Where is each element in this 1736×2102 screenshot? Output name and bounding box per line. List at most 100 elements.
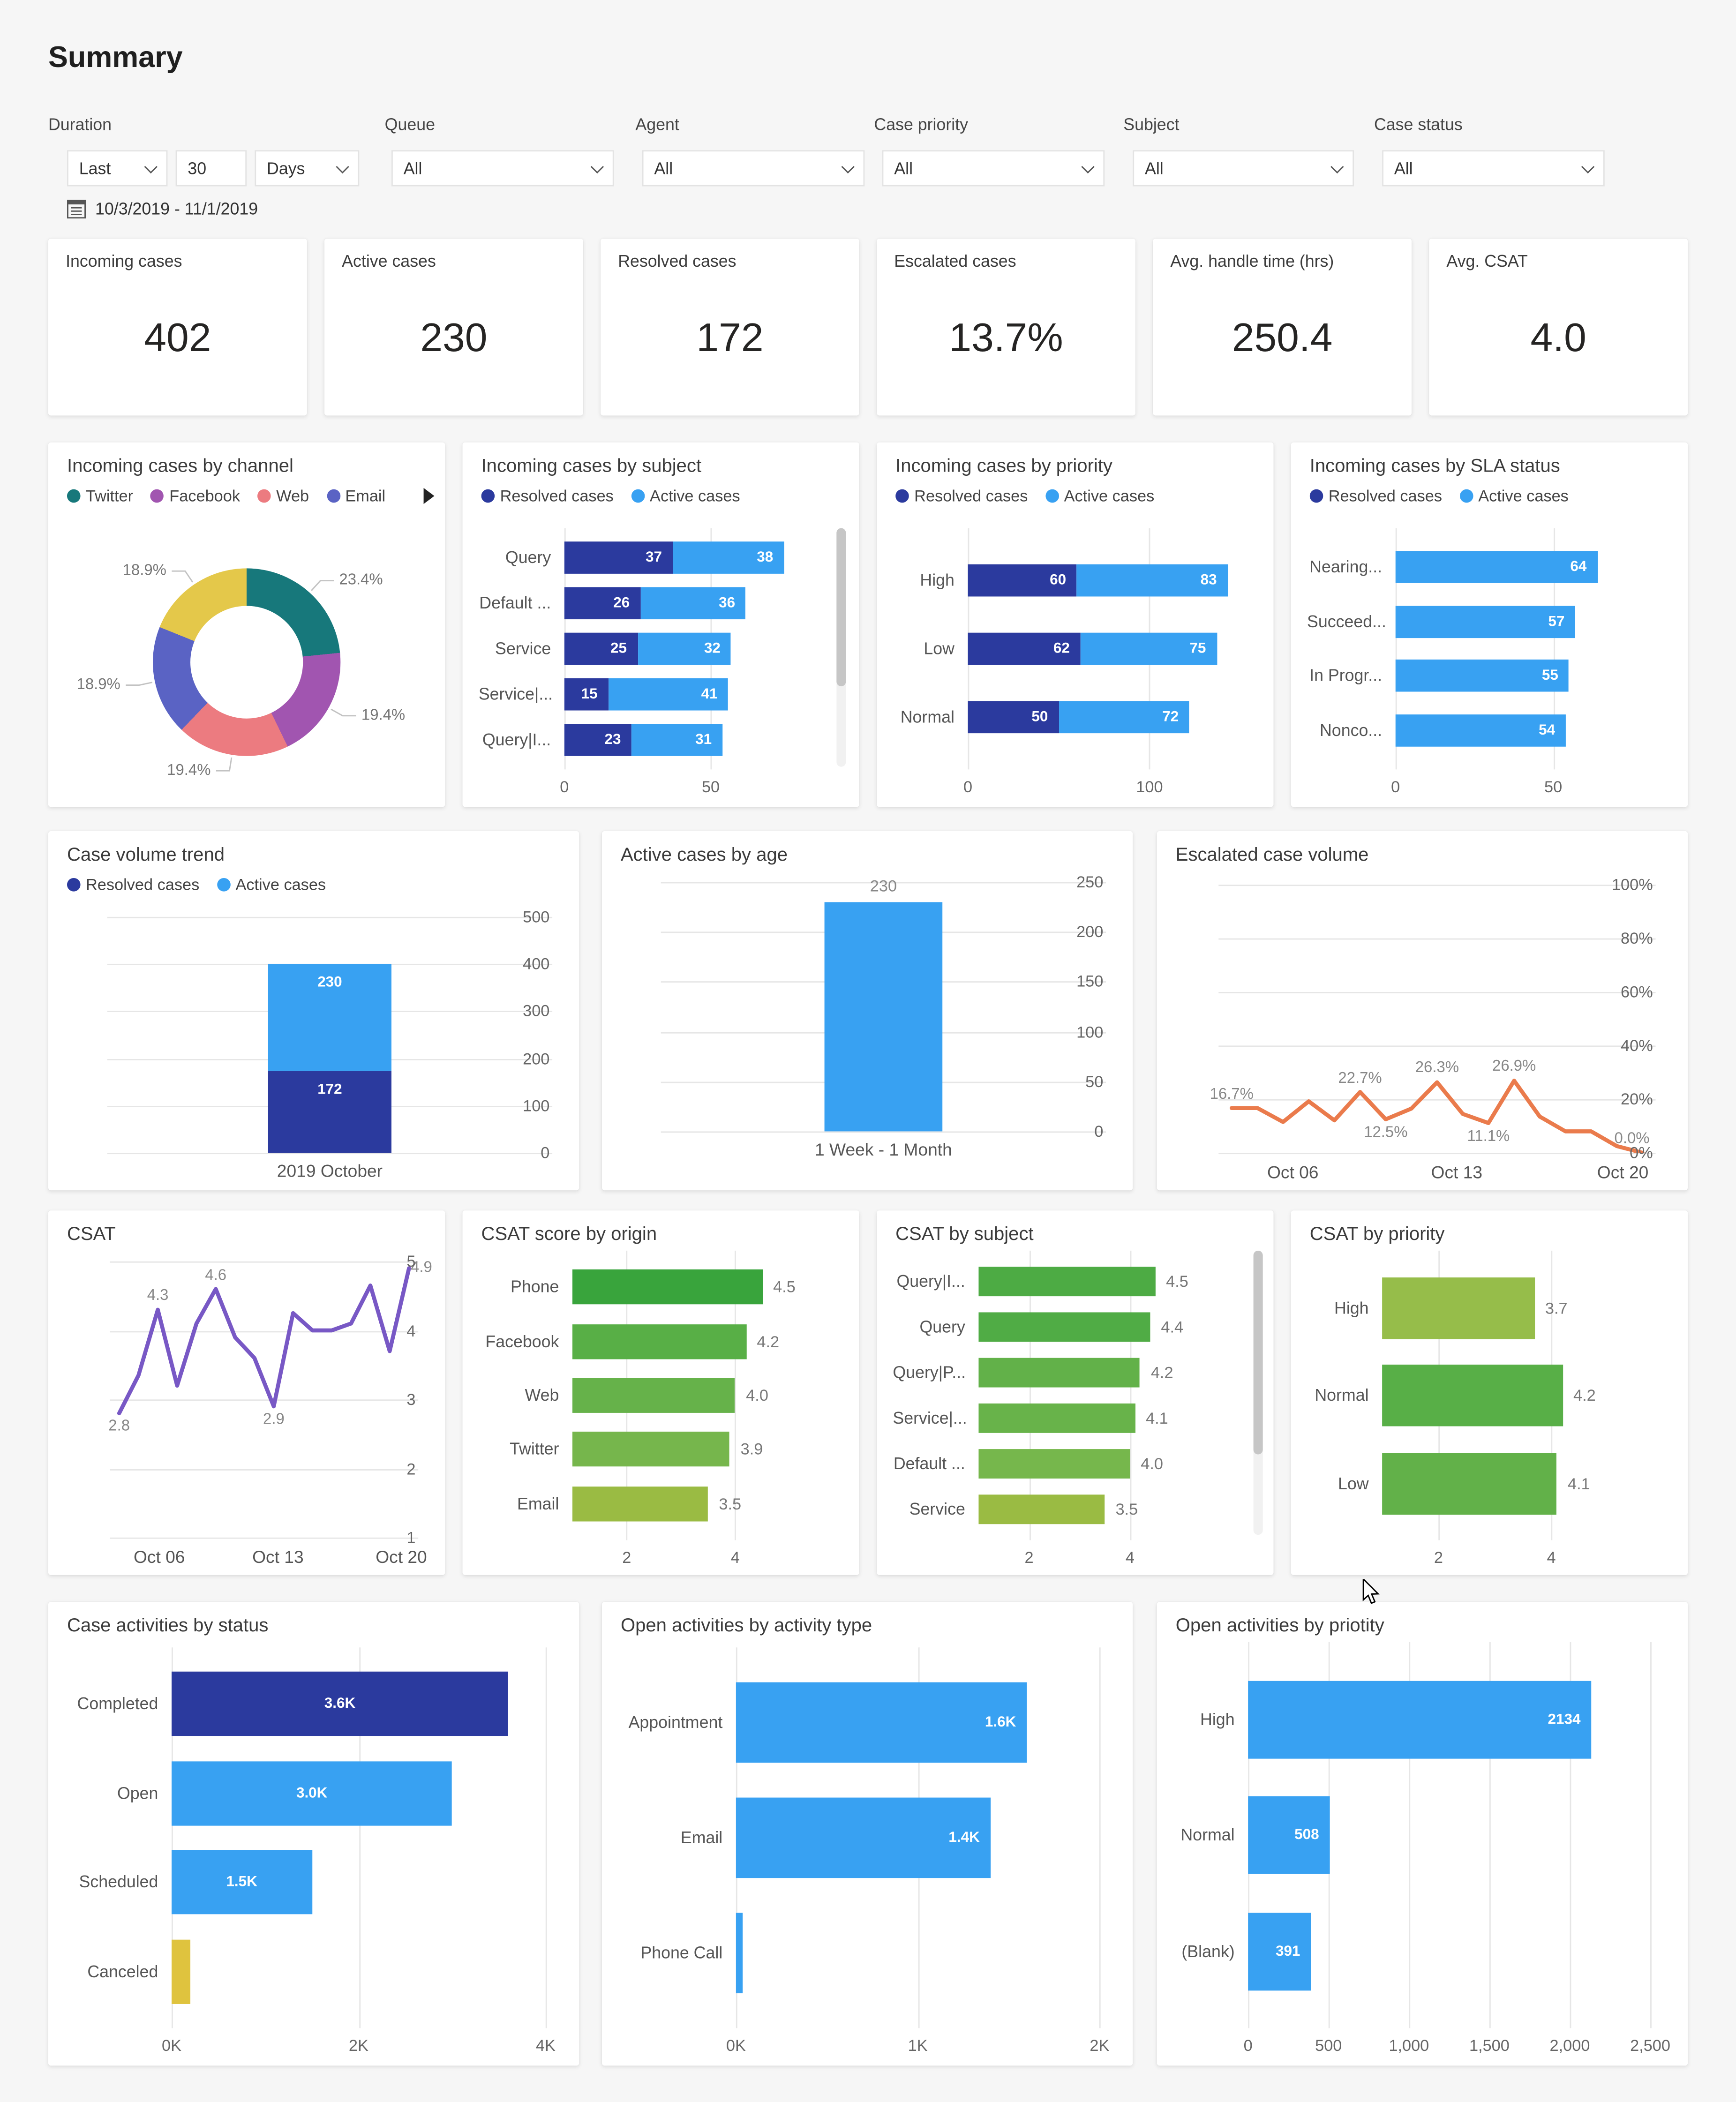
bar-segment[interactable]: 62 <box>968 632 1081 665</box>
bar[interactable] <box>736 1913 744 1994</box>
bar-segment[interactable]: 32 <box>637 632 731 665</box>
legend-item[interactable]: Resolved cases <box>481 487 614 505</box>
column[interactable] <box>824 902 943 1132</box>
axis-tick-label: 4 <box>730 1548 740 1567</box>
bar[interactable] <box>978 1449 1130 1479</box>
category-label: Twitter <box>510 1440 559 1459</box>
bar[interactable]: 57 <box>1395 605 1576 638</box>
subject-select[interactable]: All <box>1133 150 1354 187</box>
card-case-activities-by-status[interactable]: Case activities by status Completed 3.6K O… <box>48 1602 579 2066</box>
bar-segment[interactable]: 15 <box>564 678 609 711</box>
bar-segment[interactable]: 38 <box>672 541 784 574</box>
bar[interactable] <box>978 1267 1156 1297</box>
bar-segment[interactable]: 37 <box>564 541 673 574</box>
card-active-cases-by-age[interactable]: Active cases by age 230 250 200 150 100 50 0 1 … <box>601 831 1133 1191</box>
legend-item[interactable]: Active cases <box>1459 487 1569 505</box>
agent-select[interactable]: All <box>642 150 865 187</box>
bar[interactable]: 1.5K <box>172 1850 312 1914</box>
bar-segment[interactable]: 50 <box>968 701 1059 734</box>
case-priority-select[interactable]: All <box>882 150 1105 187</box>
duration-unit-select[interactable]: Days <box>255 150 360 187</box>
kpi-active-cases[interactable]: Active cases 230 <box>324 238 583 416</box>
bar[interactable] <box>978 1312 1150 1342</box>
bar[interactable]: 55 <box>1395 660 1569 692</box>
bar[interactable]: 1.6K <box>736 1682 1027 1763</box>
card-open-activities-by-type[interactable]: Open activities by activity type Appoint… <box>601 1602 1133 2066</box>
bar[interactable]: 64 <box>1395 550 1598 583</box>
legend-item[interactable]: Resolved cases <box>895 487 1028 505</box>
bar[interactable] <box>1382 1364 1563 1426</box>
bar[interactable] <box>572 1378 736 1413</box>
bar[interactable]: 3.0K <box>172 1761 452 1826</box>
kpi-avg-handle-time[interactable]: Avg. handle time (hrs) 250.4 <box>1153 238 1412 416</box>
legend-overflow-icon[interactable] <box>423 488 435 504</box>
scrollbar-thumb[interactable] <box>1253 1250 1263 1455</box>
axis-tick-label: 0% <box>1630 1143 1653 1163</box>
bar[interactable] <box>572 1432 730 1467</box>
bar[interactable]: 1.4K <box>736 1797 991 1878</box>
line-series[interactable] <box>110 1261 418 1538</box>
bar-segment[interactable]: 26 <box>564 587 641 620</box>
bar-segment[interactable]: 72 <box>1059 701 1190 734</box>
column-segment[interactable]: 172 <box>268 1072 391 1153</box>
scrollbar-thumb[interactable] <box>836 528 846 687</box>
column-segment[interactable]: 230 <box>268 963 391 1072</box>
card-case-volume-trend[interactable]: Case volume trend Resolved cases Active c… <box>48 831 579 1191</box>
bar[interactable]: 391 <box>1248 1912 1311 1990</box>
card-incoming-by-subject[interactable]: Incoming cases by subject Resolved cases… <box>462 442 859 807</box>
bar-segment[interactable]: 60 <box>968 564 1077 597</box>
card-csat[interactable]: CSAT 2.8 4.3 4.6 2.9 4.9 5 4 3 2 1 Oct 06 Oct 13 Oct… <box>48 1210 445 1575</box>
duration-mode-select[interactable]: Last <box>67 150 168 187</box>
legend-item[interactable]: Resolved cases <box>1309 487 1442 505</box>
bar-segment[interactable]: 41 <box>608 678 729 711</box>
legend-item[interactable]: Twitter <box>67 487 133 505</box>
kpi-escalated-cases[interactable]: Escalated cases 13.7% <box>877 238 1135 416</box>
legend-item[interactable]: Facebook <box>150 487 240 505</box>
card-incoming-by-priority[interactable]: Incoming cases by priority Resolved case… <box>877 442 1274 807</box>
kpi-incoming-cases[interactable]: Incoming cases 402 <box>48 238 307 416</box>
card-open-activities-by-priority[interactable]: Open activities by priotity High 2134 Norm… <box>1157 1602 1688 2066</box>
bar[interactable] <box>1382 1452 1557 1514</box>
bar[interactable] <box>572 1269 763 1305</box>
axis-tick-label: 40% <box>1621 1036 1653 1055</box>
card-incoming-by-channel[interactable]: Incoming cases by channel Twitter Faceboo… <box>48 442 445 807</box>
case-status-select[interactable]: All <box>1382 150 1605 187</box>
bar[interactable]: 54 <box>1395 714 1566 747</box>
card-escalated-case-volume[interactable]: Escalated case volume 16.7% 22.7% 12.5% 26.… <box>1157 831 1688 1191</box>
bar[interactable] <box>172 1939 190 2004</box>
card-incoming-by-sla-status[interactable]: Incoming cases by SLA status Resolved ca… <box>1291 442 1688 807</box>
duration-value-input[interactable]: 30 <box>175 150 247 187</box>
legend-item[interactable]: Active cases <box>217 875 326 894</box>
kpi-avg-csat[interactable]: Avg. CSAT 4.0 <box>1429 238 1688 416</box>
card-csat-by-subject[interactable]: CSAT by subject Query|I... 4.5 Query 4.4 Que… <box>877 1210 1274 1575</box>
bar[interactable]: 3.6K <box>172 1672 509 1737</box>
bar-segment[interactable]: 31 <box>631 724 723 756</box>
card-csat-by-origin[interactable]: CSAT score by origin Phone 4.5 Facebook 4.2… <box>462 1210 859 1575</box>
bar[interactable] <box>978 1358 1140 1388</box>
bar-segment[interactable]: 83 <box>1076 564 1228 597</box>
legend-item[interactable]: Web <box>257 487 309 505</box>
legend-label: Web <box>276 486 309 506</box>
date-range[interactable]: 10/3/2019 - 11/1/2019 <box>67 198 258 219</box>
axis-tick-label: Oct 06 <box>133 1546 185 1567</box>
line-series[interactable] <box>1218 885 1655 1153</box>
legend-item[interactable]: Active cases <box>1045 487 1154 505</box>
legend-item[interactable]: Active cases <box>631 487 740 505</box>
bar-segment[interactable]: 25 <box>564 632 638 665</box>
bar[interactable]: 508 <box>1248 1796 1330 1874</box>
legend-item[interactable]: Resolved cases <box>67 875 199 894</box>
bar-segment[interactable]: 75 <box>1080 632 1217 665</box>
bar[interactable] <box>1382 1276 1535 1339</box>
kpi-resolved-cases[interactable]: Resolved cases 172 <box>601 238 859 416</box>
bar[interactable] <box>978 1494 1105 1524</box>
bar-segment[interactable]: 23 <box>564 724 632 756</box>
bar-segment[interactable]: 36 <box>640 587 746 620</box>
filter-label-queue: Queue <box>384 115 435 134</box>
card-csat-by-priority[interactable]: CSAT by priority High 3.7 Normal 4.2 Low 4.1 2… <box>1291 1210 1688 1575</box>
bar[interactable] <box>572 1486 708 1521</box>
bar[interactable] <box>978 1403 1135 1433</box>
bar[interactable] <box>572 1324 746 1359</box>
queue-select[interactable]: All <box>391 150 614 187</box>
legend-item[interactable]: Email <box>326 487 385 505</box>
bar[interactable]: 2134 <box>1248 1680 1592 1758</box>
